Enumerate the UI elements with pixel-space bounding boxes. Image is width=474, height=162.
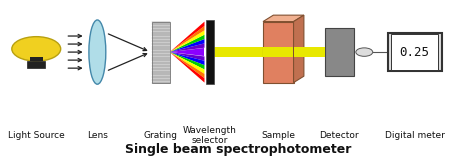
Polygon shape <box>214 47 263 57</box>
Bar <box>30 58 43 61</box>
Bar <box>152 22 170 83</box>
Polygon shape <box>170 52 204 61</box>
FancyBboxPatch shape <box>388 33 442 71</box>
Text: 0.25: 0.25 <box>400 46 429 59</box>
Polygon shape <box>293 15 304 83</box>
Polygon shape <box>170 52 204 56</box>
Polygon shape <box>170 43 204 52</box>
Ellipse shape <box>89 20 106 84</box>
Polygon shape <box>170 52 204 83</box>
Text: Wavelength
selector: Wavelength selector <box>183 126 237 145</box>
Text: Lens: Lens <box>87 131 108 140</box>
Text: Digital meter: Digital meter <box>384 131 445 140</box>
Text: Single beam spectrophotometer: Single beam spectrophotometer <box>125 144 352 156</box>
Polygon shape <box>170 35 204 52</box>
Polygon shape <box>170 52 204 69</box>
Polygon shape <box>170 26 204 52</box>
Ellipse shape <box>12 37 61 61</box>
Polygon shape <box>170 39 204 52</box>
Bar <box>206 20 214 84</box>
Polygon shape <box>263 15 304 22</box>
Text: Light Source: Light Source <box>8 131 64 140</box>
Bar <box>27 61 46 68</box>
Polygon shape <box>170 48 204 52</box>
Text: Detector: Detector <box>319 131 359 140</box>
Polygon shape <box>170 22 204 52</box>
Bar <box>325 28 354 76</box>
Text: Grating: Grating <box>144 131 178 140</box>
Polygon shape <box>170 30 204 52</box>
Bar <box>263 22 293 83</box>
Ellipse shape <box>356 48 373 56</box>
Polygon shape <box>170 52 204 74</box>
Polygon shape <box>170 52 204 78</box>
Polygon shape <box>293 47 325 57</box>
Text: Sample: Sample <box>261 131 295 140</box>
Polygon shape <box>263 47 293 57</box>
Bar <box>392 34 438 70</box>
Polygon shape <box>170 52 204 65</box>
